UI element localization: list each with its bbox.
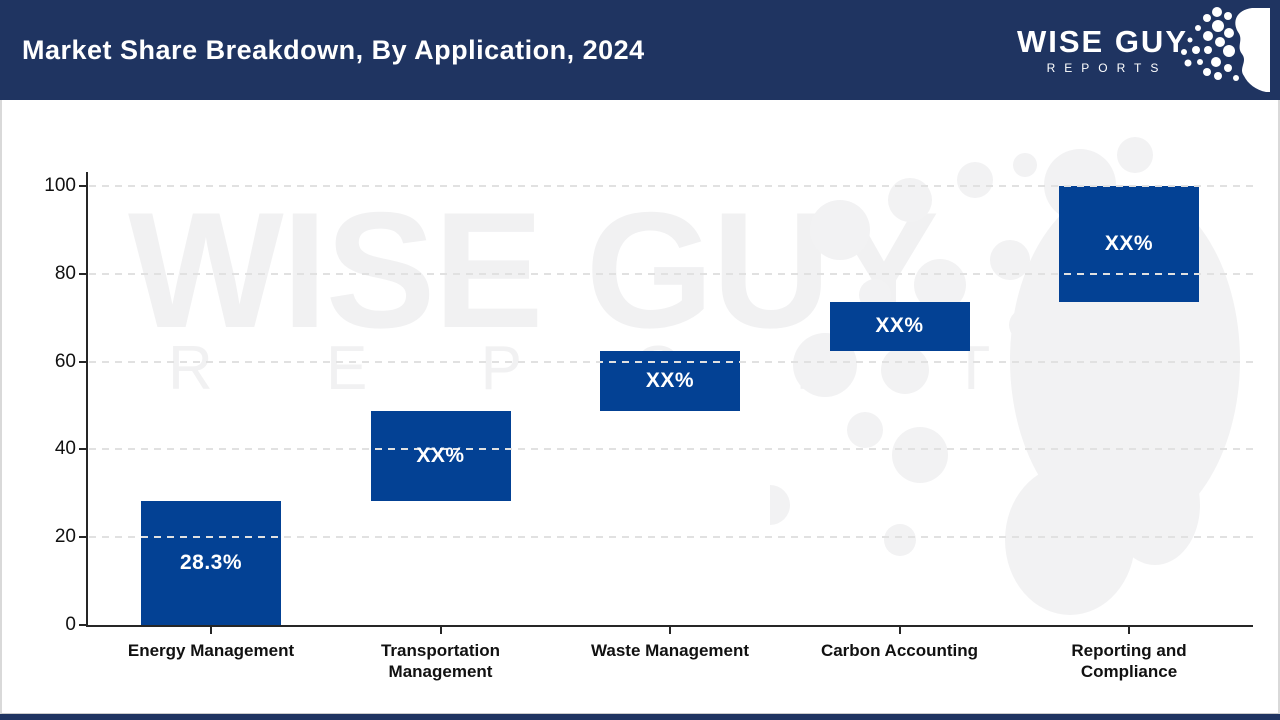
x-axis-category-label: Waste Management bbox=[590, 641, 750, 660]
bar-value-label: XX% bbox=[875, 314, 924, 338]
y-tick-mark bbox=[79, 624, 86, 626]
header-bar: Market Share Breakdown, By Application, … bbox=[0, 0, 1280, 100]
gridline bbox=[89, 272, 1253, 275]
x-axis-category-label: Carbon Accounting bbox=[820, 641, 979, 660]
y-tick-mark bbox=[79, 448, 86, 451]
gridline bbox=[89, 536, 1253, 539]
wiseguy-logo-text: WISE GUY REPORTS bbox=[1017, 26, 1188, 75]
y-tick-label: 40 bbox=[54, 438, 76, 460]
x-axis-line bbox=[86, 625, 1253, 627]
y-tick-mark bbox=[79, 536, 86, 539]
y-tick-label: 80 bbox=[54, 262, 76, 284]
waterfall-bar-2 bbox=[370, 411, 511, 501]
x-tick-mark bbox=[898, 627, 901, 634]
page-title: Market Share Breakdown, By Application, … bbox=[22, 34, 645, 65]
wiseguy-logo: WISE GUY REPORTS bbox=[1017, 6, 1270, 94]
y-tick-mark bbox=[79, 360, 86, 363]
x-axis-category-label: Transportation Management bbox=[380, 641, 500, 682]
x-tick-mark bbox=[210, 627, 212, 634]
watermark-wordmark: WISE GUY bbox=[128, 178, 939, 362]
x-axis-category-label: Reporting and Compliance bbox=[1071, 641, 1187, 682]
waterfall-bar-4 bbox=[829, 301, 970, 352]
logo-subtitle: REPORTS bbox=[1046, 60, 1168, 75]
bar-value-label: XX% bbox=[416, 443, 465, 467]
x-tick-mark bbox=[439, 627, 442, 634]
footer-strip bbox=[0, 714, 1280, 720]
gridline bbox=[89, 360, 1253, 363]
bar-value-label: 28.3% bbox=[179, 550, 243, 574]
gridline bbox=[89, 185, 1253, 187]
gridline bbox=[89, 448, 1253, 451]
logo-wordmark: WISE GUY bbox=[1016, 23, 1188, 59]
y-tick-mark bbox=[79, 272, 86, 275]
x-tick-mark bbox=[669, 627, 671, 634]
y-axis-line bbox=[86, 172, 88, 627]
wiseguy-logo-head-icon bbox=[1181, 7, 1270, 92]
y-tick-mark bbox=[79, 185, 86, 187]
y-tick-label: 0 bbox=[65, 614, 76, 635]
x-tick-mark bbox=[1128, 627, 1130, 634]
bar-value-label: XX% bbox=[1104, 231, 1154, 255]
y-tick-label: 20 bbox=[54, 526, 76, 548]
x-axis-category-label: Energy Management bbox=[127, 641, 295, 660]
y-tick-label: 60 bbox=[54, 350, 76, 372]
y-tick-label: 100 bbox=[44, 175, 76, 196]
bar-value-label: XX% bbox=[645, 369, 695, 393]
waterfall-bar-1 bbox=[141, 500, 281, 625]
waterfall-bar-5 bbox=[1059, 186, 1199, 302]
